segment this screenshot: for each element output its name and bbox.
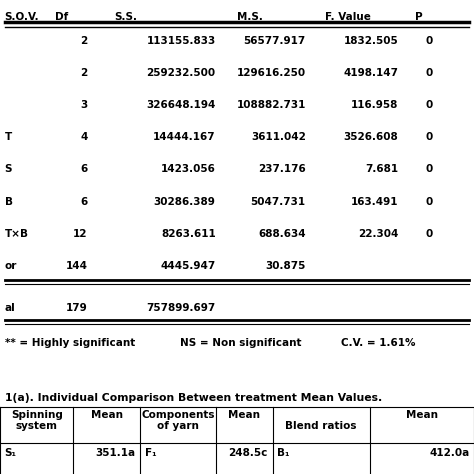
Text: 757899.697: 757899.697 [146,303,216,313]
Text: 1423.056: 1423.056 [161,164,216,174]
Text: 22.304: 22.304 [358,229,398,239]
Text: 0: 0 [425,229,432,239]
Text: 163.491: 163.491 [351,197,398,207]
Text: 3611.042: 3611.042 [251,132,306,142]
Text: 237.176: 237.176 [258,164,306,174]
Text: Spinning
system: Spinning system [11,410,63,431]
Text: or: or [5,261,17,271]
Text: Components
of yarn: Components of yarn [141,410,215,431]
Text: 326648.194: 326648.194 [146,100,216,110]
Text: Df: Df [55,12,68,22]
Text: 30.875: 30.875 [265,261,306,271]
Text: 12: 12 [73,229,88,239]
Text: 7.681: 7.681 [365,164,398,174]
Text: ** = Highly significant: ** = Highly significant [5,338,135,348]
Text: S₁: S₁ [5,448,17,458]
Text: 4198.147: 4198.147 [343,68,398,78]
Text: Mean: Mean [406,410,438,419]
Text: 1(a). Individual Comparison Between treatment Mean Values.: 1(a). Individual Comparison Between trea… [5,393,382,403]
Text: 0: 0 [425,164,432,174]
Text: 6: 6 [81,164,88,174]
Text: 4: 4 [80,132,88,142]
Text: 113155.833: 113155.833 [146,36,216,46]
Text: 0: 0 [425,100,432,110]
Text: T×B: T×B [5,229,29,239]
Text: 4445.947: 4445.947 [160,261,216,271]
Text: 0: 0 [425,36,432,46]
Text: C.V. = 1.61%: C.V. = 1.61% [341,338,416,348]
Text: 0: 0 [425,68,432,78]
Text: NS = Non significant: NS = Non significant [180,338,301,348]
Text: M.S.: M.S. [237,12,263,22]
Text: B₁: B₁ [277,448,290,458]
Text: 3526.608: 3526.608 [343,132,398,142]
Text: 0: 0 [425,197,432,207]
Text: 1832.505: 1832.505 [343,36,398,46]
Text: Mean: Mean [91,410,123,419]
Text: 108882.731: 108882.731 [237,100,306,110]
Text: P: P [415,12,422,22]
Text: S: S [5,164,12,174]
Text: 0: 0 [425,132,432,142]
Text: 5047.731: 5047.731 [251,197,306,207]
Text: 259232.500: 259232.500 [146,68,216,78]
Text: 2: 2 [81,68,88,78]
Text: F₁: F₁ [145,448,156,458]
Text: F. Value: F. Value [325,12,371,22]
Text: 56577.917: 56577.917 [244,36,306,46]
Text: 412.0a: 412.0a [429,448,469,458]
Text: 116.958: 116.958 [351,100,398,110]
Text: 2: 2 [81,36,88,46]
Text: 179: 179 [66,303,88,313]
Text: S.O.V.: S.O.V. [5,12,39,22]
Text: 351.1a: 351.1a [95,448,135,458]
Text: T: T [5,132,12,142]
Text: 8263.611: 8263.611 [161,229,216,239]
Text: 3: 3 [81,100,88,110]
Text: 129616.250: 129616.250 [237,68,306,78]
Text: 30286.389: 30286.389 [154,197,216,207]
Text: 144: 144 [66,261,88,271]
Text: Blend ratios: Blend ratios [285,421,357,431]
Text: Mean: Mean [228,410,260,419]
Text: 14444.167: 14444.167 [153,132,216,142]
Text: 6: 6 [81,197,88,207]
Text: S.S.: S.S. [114,12,137,22]
Text: B: B [5,197,13,207]
Text: al: al [5,303,16,313]
Text: 688.634: 688.634 [258,229,306,239]
Text: 248.5c: 248.5c [228,448,268,458]
